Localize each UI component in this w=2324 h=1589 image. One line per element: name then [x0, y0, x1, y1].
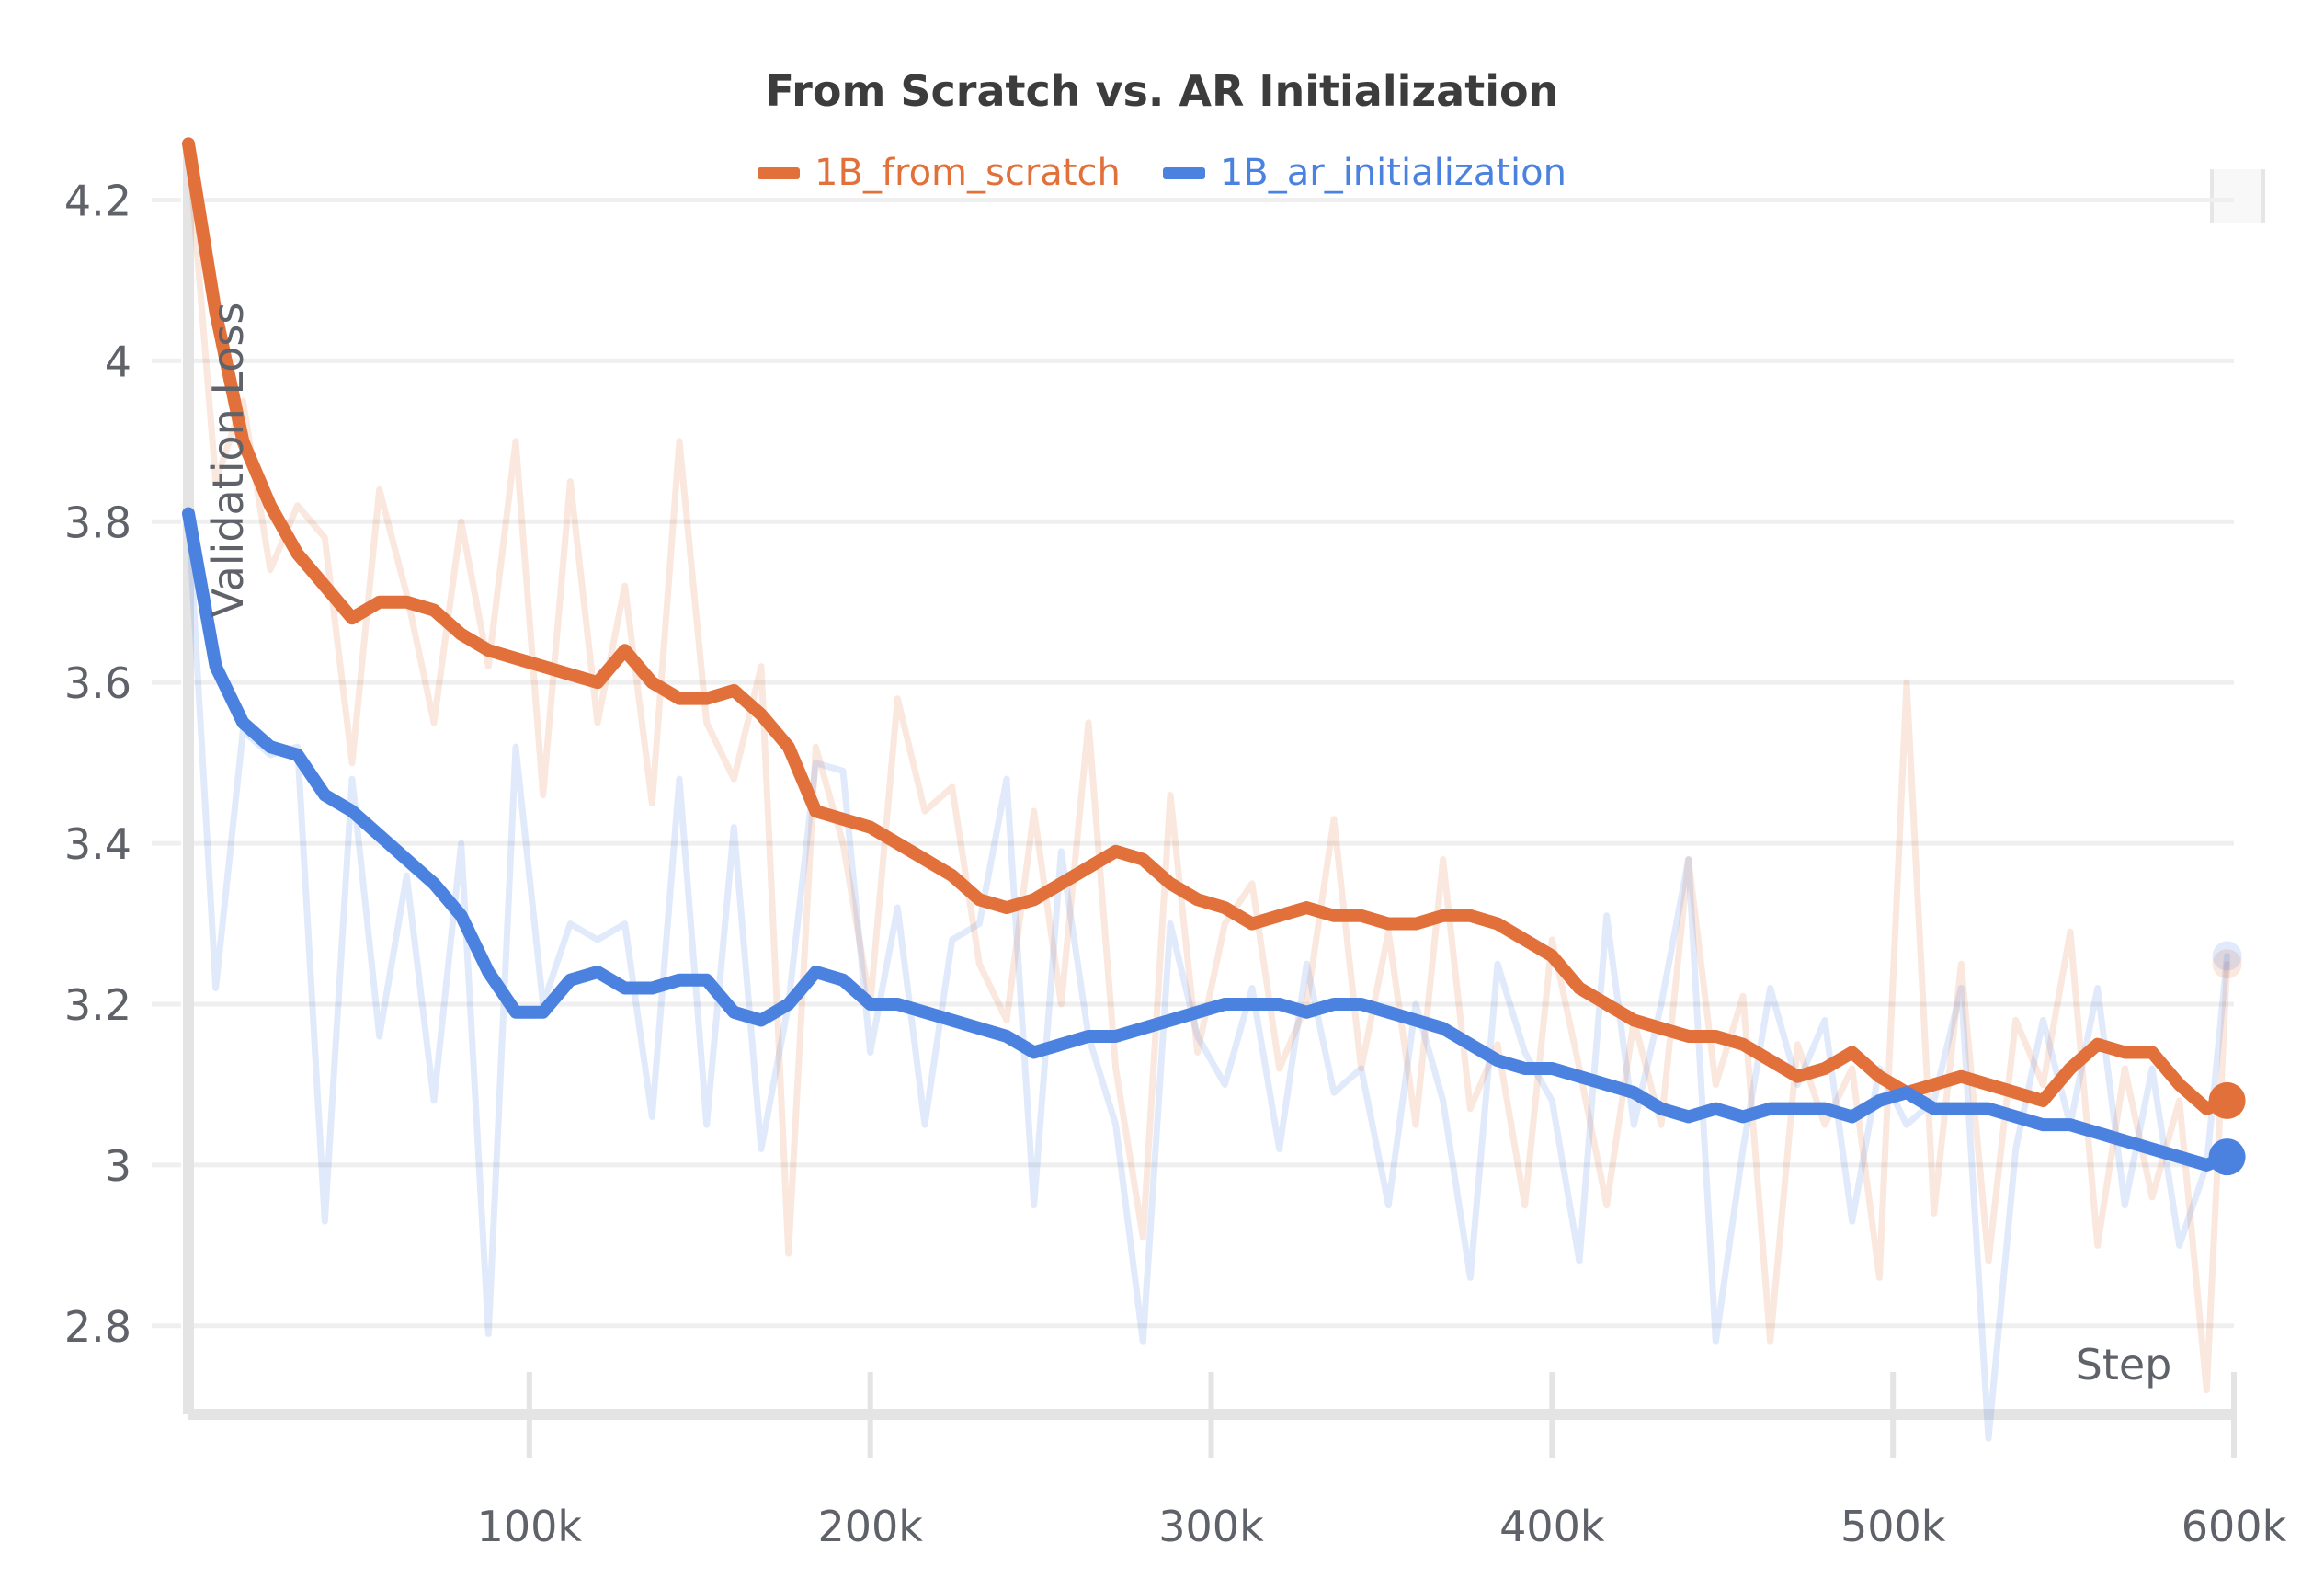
x-axis-title: Step: [2076, 1340, 2172, 1389]
y-axis-title: Validation Loss: [203, 303, 253, 618]
chart-legend: 1B_from_scratch 1B_ar_initialization: [0, 152, 2324, 194]
axis-titles-group: Validation Loss Step: [203, 303, 2171, 1389]
legend-item-from-scratch[interactable]: 1B_from_scratch: [758, 152, 1121, 194]
legend-swatch-ar-initialization: [1162, 166, 1205, 179]
y-tick-label: 3.2: [64, 980, 131, 1030]
chart-title: From Scratch vs. AR Initialization: [765, 66, 1559, 116]
series-end-marker-1B_ar_initialization[interactable]: [2208, 1138, 2246, 1176]
series-end-marker-raw: [2212, 949, 2242, 979]
legend-collapse-button[interactable]: [2210, 169, 2265, 223]
raw-series-group: [185, 140, 2242, 1442]
series-end-marker-1B_from_scratch[interactable]: [2208, 1081, 2246, 1119]
y-tick-label: 2.8: [64, 1302, 131, 1352]
y-tick-label: 3.6: [64, 658, 131, 708]
y-tick-label: 3.8: [64, 497, 131, 547]
legend-swatch-from-scratch: [758, 166, 801, 179]
legend-label-from-scratch: 1B_from_scratch: [815, 152, 1121, 194]
smoothed-series-group: [182, 137, 2234, 1172]
x-tick-label: 400k: [1499, 1502, 1605, 1551]
tick-marks-group: [152, 197, 2237, 1458]
y-tick-label: 4: [105, 337, 131, 386]
x-tick-label: 200k: [817, 1502, 923, 1551]
x-tick-label: 100k: [477, 1502, 583, 1551]
y-tick-label: 4.2: [64, 176, 131, 225]
x-tick-label: 300k: [1158, 1502, 1264, 1551]
series-end-marker-raw: [2212, 941, 2242, 971]
end-marker-group: [2208, 1081, 2246, 1176]
legend-label-ar-initialization: 1B_ar_initialization: [1219, 152, 1566, 194]
y-tick-label: 3.4: [64, 819, 131, 869]
x-tick-label: 500k: [1840, 1502, 1946, 1551]
series-line-raw: [185, 140, 2231, 1394]
y-tick-label: 3: [105, 1141, 131, 1191]
legend-item-ar-initialization[interactable]: 1B_ar_initialization: [1162, 152, 1566, 194]
series-line-1B_from_scratch[interactable]: [182, 137, 2234, 1115]
gridlines-group: [188, 197, 2234, 1329]
tick-labels-group: 2.8 3 3.2 3.4 3.6 3.8 4 4.2 100k 200k 300k 400k 500k…: [64, 176, 2287, 1551]
series-line-1B_ar_initialization[interactable]: [182, 507, 2234, 1172]
x-tick-label: 600k: [2182, 1502, 2287, 1551]
